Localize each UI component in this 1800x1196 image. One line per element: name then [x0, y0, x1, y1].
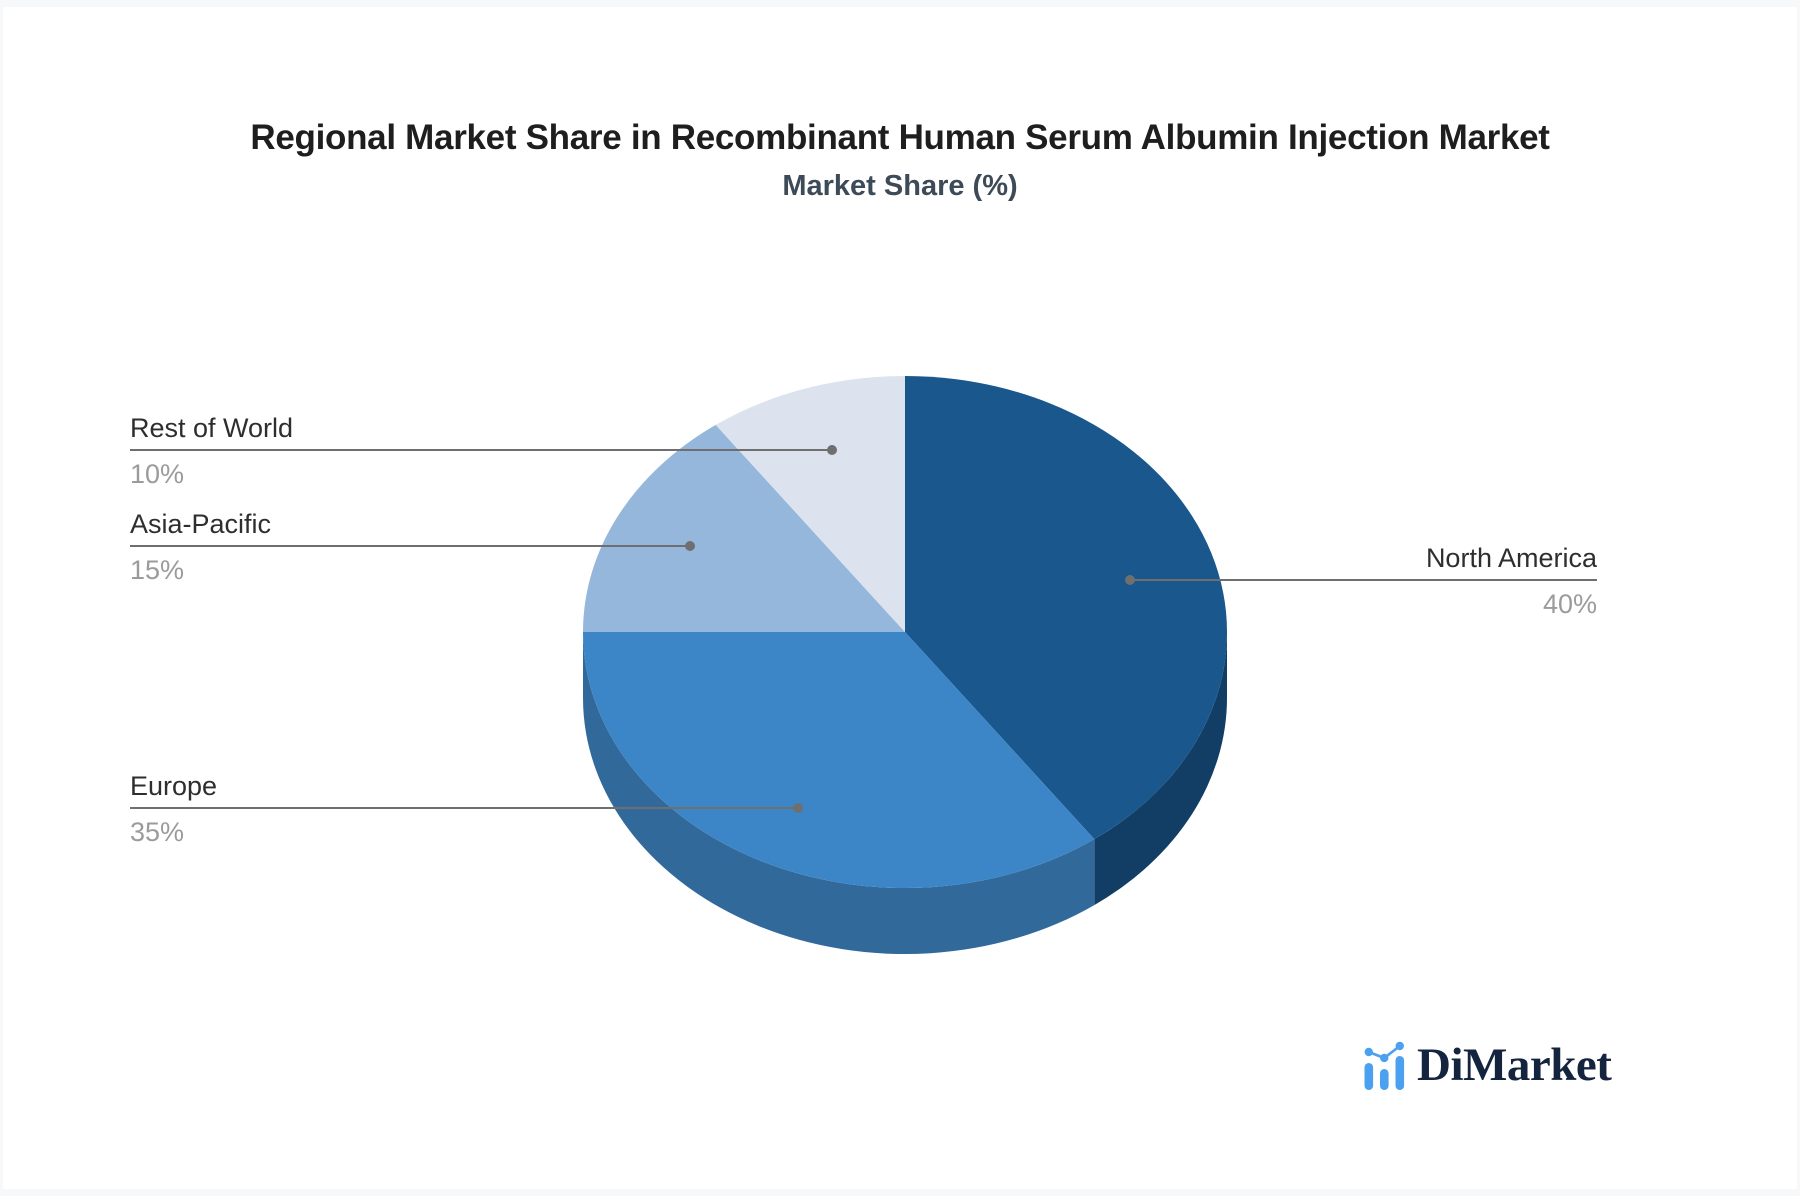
pie-slice-side-europe — [583, 632, 1095, 955]
pie-slice-rest-of-world[interactable] — [715, 376, 905, 632]
chart-title: Regional Market Share in Recombinant Hum… — [250, 118, 1550, 157]
dimarket-logo[interactable]: DiMarket — [1363, 1039, 1612, 1091]
pie-slice-asia-pacific[interactable] — [583, 424, 905, 632]
page-edge-right — [1797, 0, 1800, 1196]
callout-asia-pacific: Asia-Pacific 15% — [130, 508, 271, 586]
pie-slice-north-america[interactable] — [905, 376, 1228, 840]
leader-dot-rest-of-world — [827, 445, 837, 455]
slice-label: Asia-Pacific — [130, 509, 272, 539]
pie-slice-europe[interactable] — [583, 632, 1095, 889]
page-edge-left — [0, 0, 3, 1196]
slice-label: Rest of World — [130, 413, 294, 443]
callout-europe: Europe 35% — [130, 770, 217, 848]
page-edge-top — [0, 0, 1800, 7]
slice-value: 15% — [130, 555, 185, 585]
callout-rest-of-world: Rest of World 10% — [130, 412, 293, 490]
page-edge-bottom — [0, 1189, 1800, 1196]
leader-dot-north-america — [1125, 575, 1135, 585]
slice-value: 10% — [130, 459, 185, 489]
logo-text: DiMarket — [1417, 1039, 1612, 1091]
leader-dot-europe — [793, 803, 803, 813]
pie-slice-side-north-america — [1094, 632, 1227, 906]
bar-chart-trend-icon — [1364, 1041, 1405, 1090]
chart-subtitle: Market Share (%) — [782, 170, 1018, 202]
slice-label: North America — [1425, 543, 1597, 573]
callout-north-america: North America 40% — [1426, 542, 1597, 620]
slice-label: Europe — [130, 771, 218, 801]
slice-value: 35% — [130, 817, 185, 847]
leader-dot-asia-pacific — [685, 541, 695, 551]
slice-value: 40% — [1542, 589, 1597, 619]
